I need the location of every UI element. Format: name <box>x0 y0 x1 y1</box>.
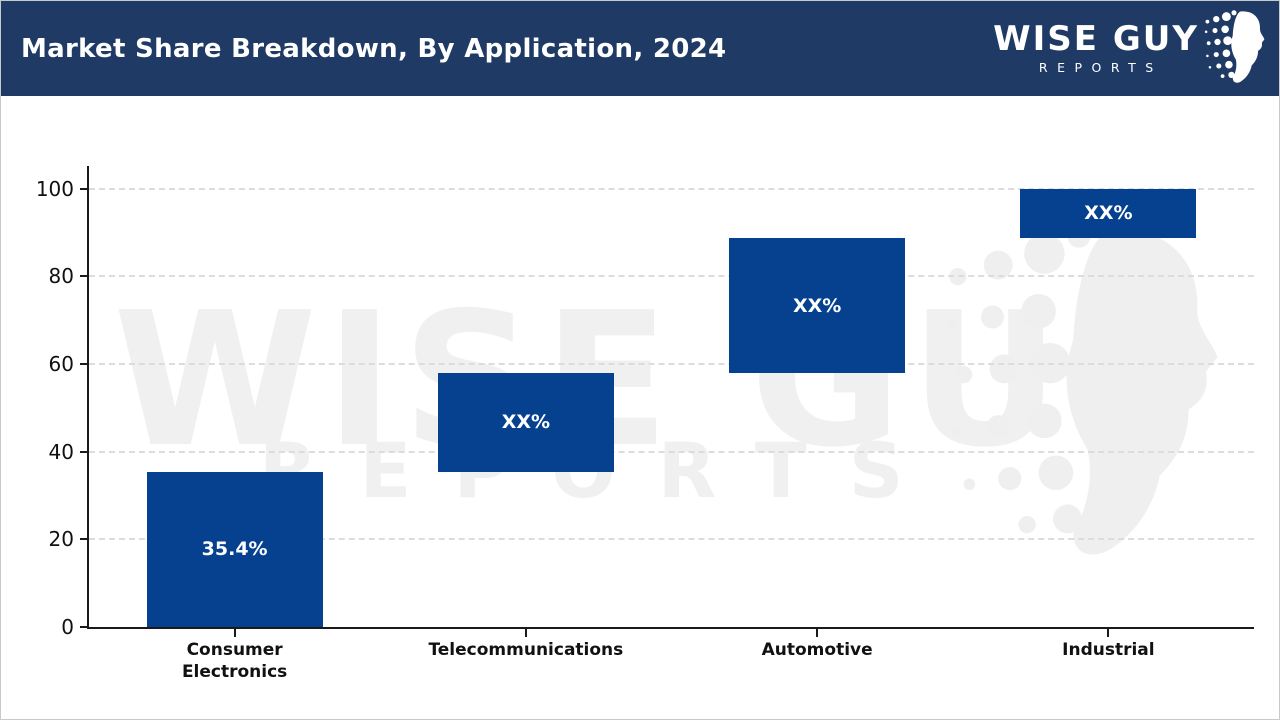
y-tick-label: 100 <box>35 176 74 201</box>
bar-value-label: XX% <box>1084 202 1133 225</box>
watermark-head-icon <box>929 206 1229 582</box>
brand-logo-text: WISE GUY REPORTS <box>993 22 1199 75</box>
header: Market Share Breakdown, By Application, … <box>1 1 1279 96</box>
y-tick <box>80 626 87 628</box>
bar <box>437 372 614 472</box>
x-tick <box>233 629 236 637</box>
gridline <box>89 538 1254 541</box>
category-label: Industrial <box>978 640 1238 662</box>
category-label-line: Automotive <box>761 640 873 660</box>
category-label-line: Consumer <box>186 640 283 660</box>
bar-value-label: XX% <box>792 294 842 317</box>
gridline <box>89 362 1254 365</box>
y-tick <box>80 362 87 365</box>
y-tick-label: 60 <box>48 351 74 376</box>
y-tick <box>80 450 87 453</box>
category-label-line: Electronics <box>181 661 288 682</box>
dotted-head-icon <box>1201 9 1267 89</box>
logo-subtext: REPORTS <box>1038 60 1163 75</box>
gridline <box>89 187 1254 190</box>
bar-value-label: 35.4% <box>201 538 268 561</box>
y-tick-label: 20 <box>48 527 74 552</box>
x-tick <box>1107 629 1110 637</box>
bar <box>146 471 323 627</box>
bar <box>729 238 906 373</box>
category-label: Consumer Electronics <box>105 640 365 684</box>
x-axis <box>87 627 1254 629</box>
y-tick <box>80 187 87 190</box>
y-tick-label: 80 <box>48 264 74 289</box>
y-tick-label: 40 <box>48 439 74 464</box>
category-label: Automotive <box>687 640 947 662</box>
gridline <box>89 450 1254 453</box>
category-label-line: Telecommunications <box>428 640 624 660</box>
category-label: Telecommunications <box>396 640 656 662</box>
bar-value-label: XX% <box>501 411 551 434</box>
y-axis <box>87 166 89 629</box>
gridline <box>89 275 1254 278</box>
page-title: Market Share Breakdown, By Application, … <box>21 33 727 64</box>
x-tick <box>816 629 819 637</box>
y-tick <box>80 275 87 278</box>
brand-logo: WISE GUY REPORTS <box>993 9 1267 89</box>
x-tick <box>524 629 527 637</box>
logo-wordmark: WISE GUY <box>993 19 1199 59</box>
category-label-line: Industrial <box>1062 640 1155 660</box>
y-tick <box>80 538 87 541</box>
y-tick-label: 0 <box>61 615 74 639</box>
